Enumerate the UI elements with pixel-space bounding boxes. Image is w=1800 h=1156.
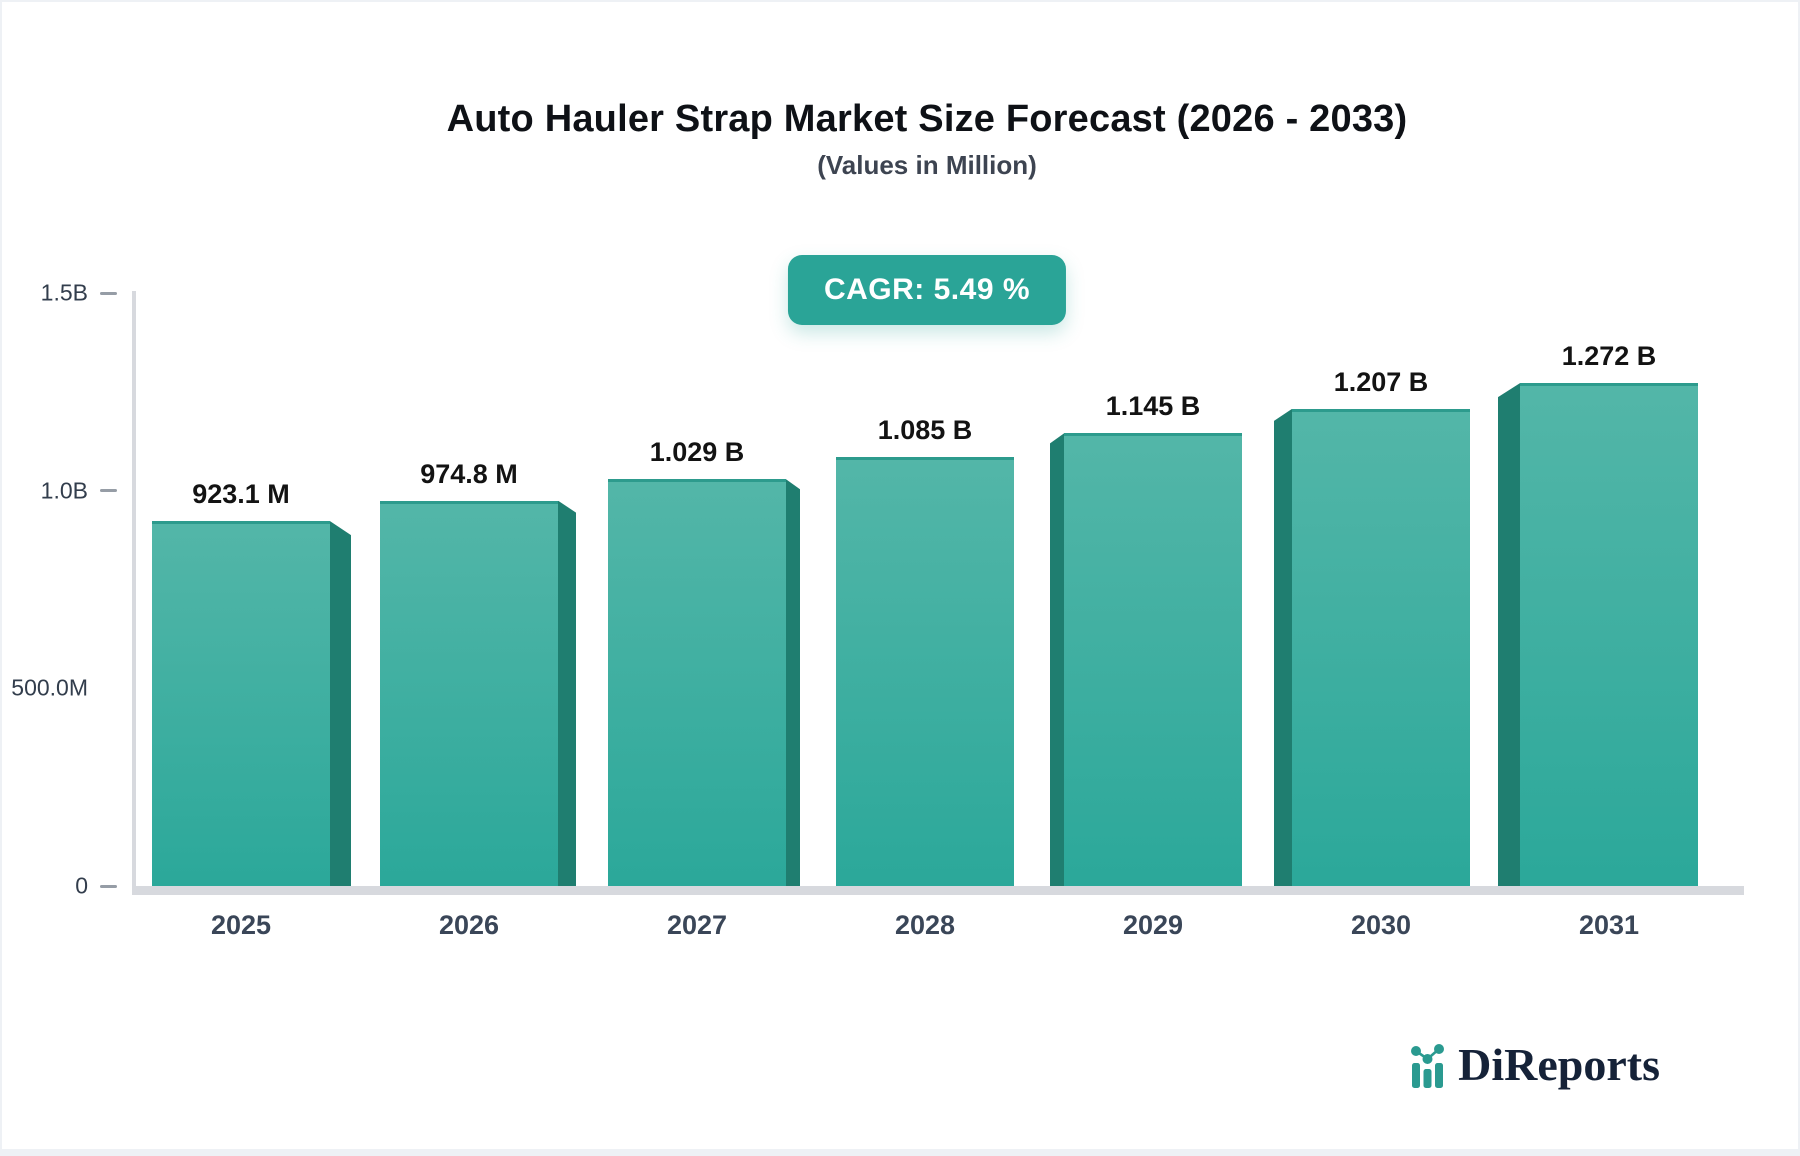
bar-3d-side	[330, 521, 351, 886]
x-category-label: 2031	[1578, 910, 1640, 940]
x-axis-baseline	[132, 886, 1744, 895]
y-axis-line	[132, 291, 136, 895]
bar-3d-side	[1274, 408, 1292, 886]
bar-3d-side	[1050, 433, 1064, 886]
cagr-badge: CAGR: 5.49 %	[787, 255, 1067, 325]
chart-title: Auto Hauler Strap Market Size Forecast (…	[446, 98, 1408, 140]
mini-bar-chart-icon	[1411, 1044, 1445, 1088]
bar	[1520, 383, 1698, 886]
bar-3d-side	[1498, 383, 1520, 886]
bar	[836, 457, 1014, 886]
x-category-label: 2026	[438, 910, 500, 940]
bar	[152, 521, 330, 886]
y-tick-label: 500.0M	[11, 674, 88, 701]
bar-value-label: 1.085 B	[877, 415, 973, 446]
bar-3d-side	[786, 479, 800, 886]
y-tick-label: 1.5B	[40, 279, 88, 306]
y-tick-dash	[100, 291, 117, 295]
bar-value-label: 1.029 B	[649, 437, 745, 468]
x-category-label: 2029	[1122, 910, 1184, 940]
chart-subtitle: (Values in Million)	[817, 150, 1037, 180]
brand-logo-text: DiReports	[1458, 1039, 1660, 1090]
bar-3d-side	[558, 500, 576, 886]
y-tick-dash	[100, 489, 117, 493]
bar-value-label: 974.8 M	[420, 458, 518, 489]
bar-value-label: 1.272 B	[1561, 341, 1657, 372]
x-category-label: 2027	[666, 910, 728, 940]
bar-value-label: 923.1 M	[192, 479, 290, 510]
y-tick-label: 0	[75, 872, 88, 899]
bar	[1064, 433, 1242, 886]
bar	[380, 500, 558, 886]
bar	[608, 479, 786, 886]
x-category-label: 2025	[210, 910, 272, 940]
y-tick-dash	[100, 884, 117, 888]
brand-logo: DiReports	[1410, 1040, 1660, 1088]
x-category-label: 2028	[894, 910, 956, 940]
bar	[1292, 408, 1470, 886]
y-tick-label: 1.0B	[40, 477, 88, 504]
x-category-label: 2030	[1350, 910, 1412, 940]
bar-value-label: 1.207 B	[1333, 366, 1429, 397]
bar-value-label: 1.145 B	[1105, 391, 1201, 422]
